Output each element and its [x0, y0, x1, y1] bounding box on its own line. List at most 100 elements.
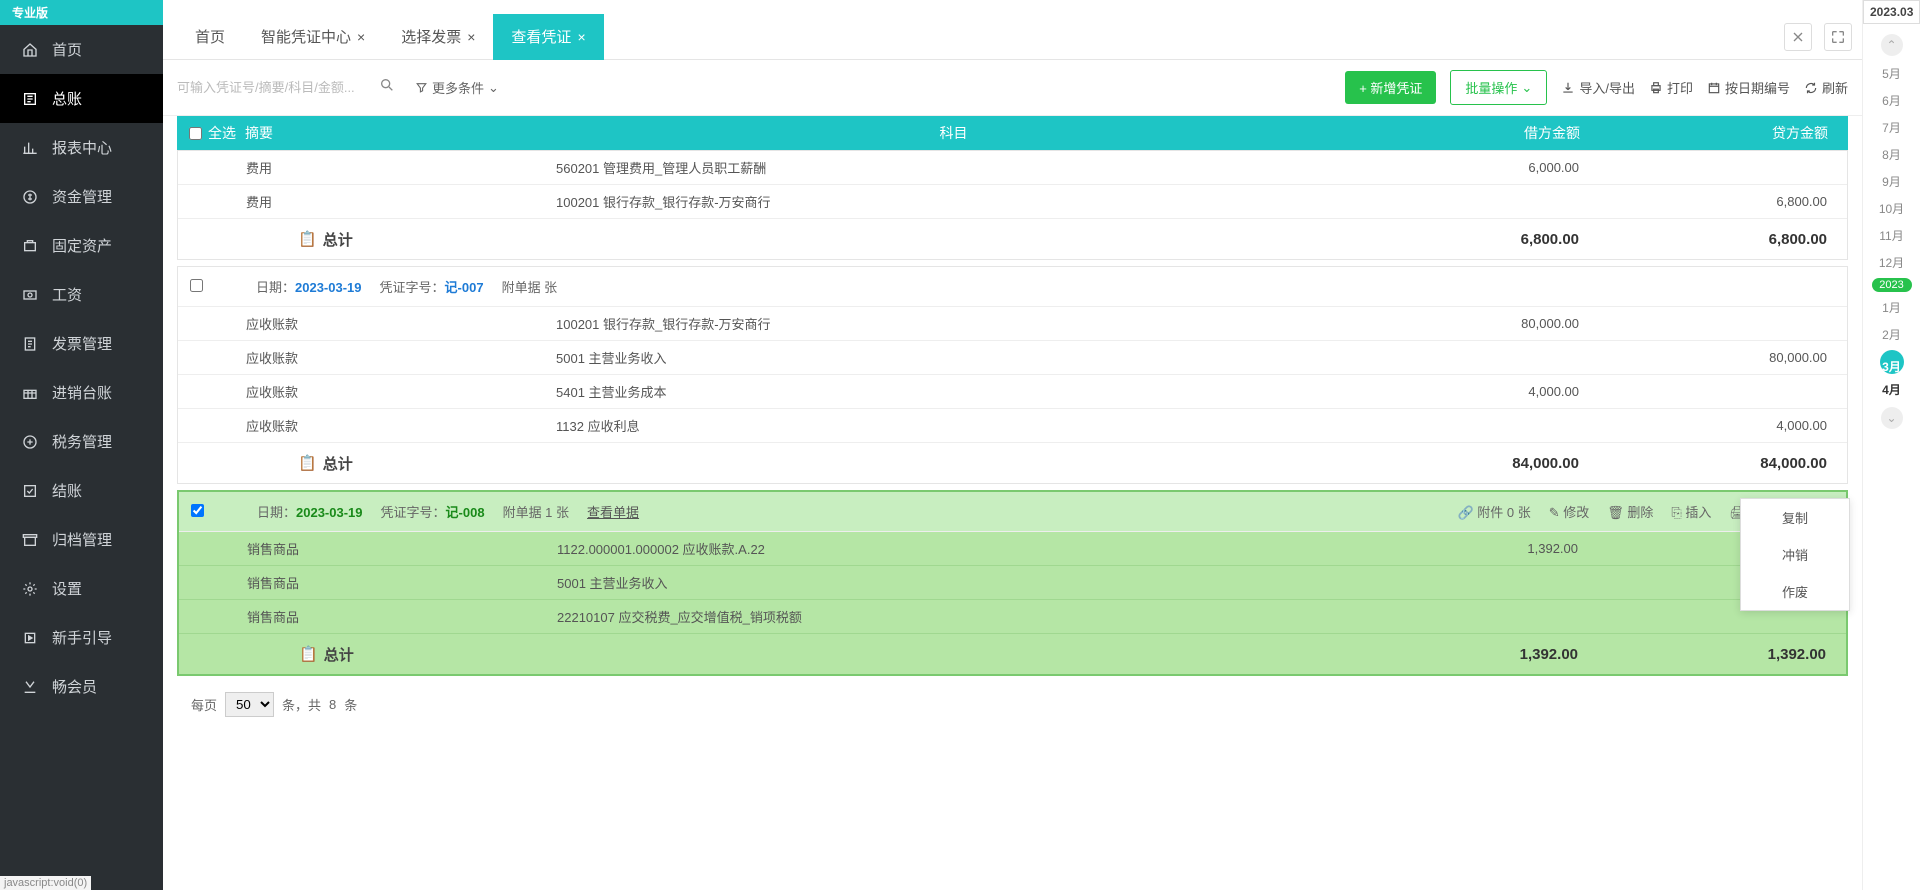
tab[interactable]: 查看凭证× — [493, 14, 603, 60]
row-subject: 1122.000001.000002 应收账款.A.22 — [557, 539, 1350, 558]
sidebar-item-salary[interactable]: 工资 — [0, 270, 163, 319]
money-icon — [22, 189, 38, 205]
voucher-checkbox[interactable] — [191, 504, 204, 517]
refresh-label: 刷新 — [1822, 78, 1848, 97]
row-summary: 费用 — [238, 192, 556, 211]
search-input[interactable] — [177, 76, 367, 99]
sidebar-item-chart[interactable]: 报表中心 — [0, 123, 163, 172]
voucher-row: 费用100201 银行存款_银行存款-万安商行6,800.00 — [178, 185, 1847, 219]
row-credit: 80,000.00 — [1599, 350, 1847, 365]
edition-badge: 专业版 — [0, 0, 163, 25]
status-bar: javascript:void(0) — [0, 876, 91, 890]
tab-label: 智能凭证中心 — [261, 26, 351, 47]
sidebar-item-label: 结账 — [52, 480, 82, 501]
dropdown-item[interactable]: 作废 — [1741, 573, 1849, 610]
total-debit: 6,800.00 — [1351, 231, 1599, 248]
month-item[interactable]: 8月 — [1863, 141, 1920, 168]
import-export-button[interactable]: 导入/导出 — [1561, 78, 1635, 97]
sidebar-item-vip[interactable]: 畅会员 — [0, 662, 163, 711]
voucher-header: 日期：2023-03-19凭证字号：记-007附单据 张 — [178, 267, 1847, 307]
row-summary: 销售商品 — [239, 539, 557, 558]
print-label: 打印 — [1667, 78, 1693, 97]
row-subject: 5001 主营业务收入 — [557, 573, 1350, 592]
col-subject: 科目 — [555, 123, 1352, 143]
row-summary: 应收账款 — [238, 314, 556, 333]
month-item[interactable]: 6月 — [1863, 87, 1920, 114]
select-all-checkbox[interactable] — [189, 127, 202, 140]
month-item[interactable]: 2月 — [1863, 321, 1920, 348]
print-button[interactable]: 打印 — [1649, 78, 1693, 97]
sidebar-item-home[interactable]: 首页 — [0, 25, 163, 74]
row-subject: 22210107 应交税费_应交增值税_销项税额 — [557, 607, 1350, 626]
tab-close[interactable]: × — [357, 29, 365, 45]
year-marker[interactable]: 2023 — [1872, 278, 1912, 292]
month-item[interactable]: 5月 — [1863, 60, 1920, 87]
sidebar-item-invoice[interactable]: 发票管理 — [0, 319, 163, 368]
month-item[interactable]: 12月 — [1863, 249, 1920, 276]
sidebar-item-money[interactable]: 资金管理 — [0, 172, 163, 221]
row-debit: 4,000.00 — [1351, 384, 1599, 399]
chevron-down-icon: ⌄ — [488, 80, 499, 96]
sidebar-item-settings[interactable]: 设置 — [0, 564, 163, 613]
tab-fullscreen[interactable] — [1824, 23, 1852, 51]
month-item[interactable]: 1月 — [1863, 294, 1920, 321]
row-subject: 5401 主营业务成本 — [556, 382, 1351, 401]
voucher-row: 销售商品5001 主营业务收入 — [179, 566, 1846, 600]
voucher-total: 📋总计6,800.006,800.00 — [178, 219, 1847, 259]
search-icon[interactable] — [379, 77, 395, 98]
tab[interactable]: 首页 — [177, 14, 243, 60]
month-item[interactable]: 10月 — [1863, 195, 1920, 222]
archive-icon — [22, 532, 38, 548]
more-dropdown: 复制冲销作废 — [1740, 498, 1850, 611]
voucher-checkbox[interactable] — [190, 279, 203, 292]
delete-action[interactable]: 🗑 删除 — [1607, 502, 1653, 521]
row-subject: 1132 应收利息 — [556, 416, 1351, 435]
edit-by-date-button[interactable]: 按日期编号 — [1707, 78, 1790, 97]
month-item[interactable]: 7月 — [1863, 114, 1920, 141]
sidebar-item-close-period[interactable]: 结账 — [0, 466, 163, 515]
dropdown-item[interactable]: 冲销 — [1741, 536, 1849, 573]
dropdown-item[interactable]: 复制 — [1741, 499, 1849, 536]
more-filter[interactable]: 更多条件 ⌄ — [415, 78, 499, 97]
sidebar-item-label: 首页 — [52, 39, 82, 60]
new-voucher-button[interactable]: + 新增凭证 — [1345, 71, 1436, 104]
view-doc-link[interactable]: 查看单据 — [587, 502, 639, 521]
tab[interactable]: 选择发票× — [383, 14, 493, 60]
sidebar-item-label: 报表中心 — [52, 137, 112, 158]
sidebar-item-archive[interactable]: 归档管理 — [0, 515, 163, 564]
tab[interactable]: 智能凭证中心 × — [243, 14, 383, 60]
batch-ops-button[interactable]: 批量操作 ⌄ — [1450, 70, 1547, 105]
voucher-row: 销售商品1122.000001.000002 应收账款.A.221,392.00 — [179, 532, 1846, 566]
sidebar-item-asset[interactable]: 固定资产 — [0, 221, 163, 270]
stock-icon — [22, 385, 38, 401]
home-icon — [22, 42, 38, 58]
row-credit: 6,800.00 — [1599, 194, 1847, 209]
sidebar-item-guide[interactable]: 新手引导 — [0, 613, 163, 662]
month-item[interactable]: 9月 — [1863, 168, 1920, 195]
month-item[interactable]: 4月 — [1863, 376, 1920, 403]
month-item[interactable]: 3月 — [1880, 350, 1904, 374]
month-down[interactable]: ⌄ — [1881, 407, 1903, 429]
sidebar-item-tax[interactable]: 税务管理 — [0, 417, 163, 466]
sidebar-item-label: 设置 — [52, 578, 82, 599]
sidebar-item-stock[interactable]: 进销台账 — [0, 368, 163, 417]
print-icon — [1649, 81, 1663, 95]
tab-close[interactable]: × — [577, 29, 585, 45]
insert-action[interactable]: ⎘ 插入 — [1671, 502, 1711, 521]
tab-close-all[interactable] — [1784, 23, 1812, 51]
sidebar-item-ledger[interactable]: 总账 — [0, 74, 163, 123]
attach-action[interactable]: 🔗 附件 0 张 — [1457, 502, 1530, 521]
tab-close[interactable]: × — [467, 29, 475, 45]
month-up[interactable]: ⌃ — [1881, 34, 1903, 56]
total-icon: 📋 — [298, 454, 317, 472]
voucher-block: 费用560201 管理费用_管理人员职工薪酬6,000.00费用100201 银… — [177, 150, 1848, 260]
per-page-select[interactable]: 50 — [225, 692, 274, 717]
month-item[interactable]: 11月 — [1863, 222, 1920, 249]
asset-icon — [22, 238, 38, 254]
settings-icon — [22, 581, 38, 597]
pagination: 每页 50 条，共 8 条 — [177, 682, 1848, 727]
refresh-button[interactable]: 刷新 — [1804, 78, 1848, 97]
close-period-icon — [22, 483, 38, 499]
edit-action[interactable]: ✎ 修改 — [1549, 502, 1590, 521]
per-page-label: 每页 — [191, 695, 217, 714]
